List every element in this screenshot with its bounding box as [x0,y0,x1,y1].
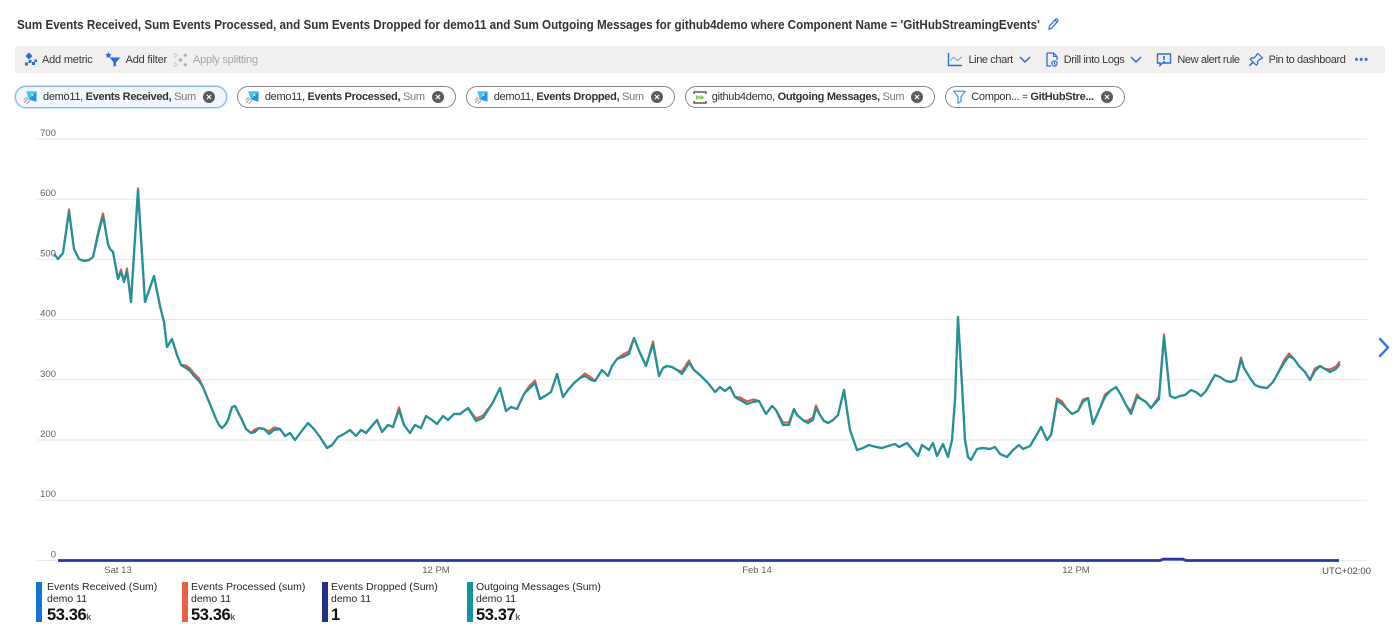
svg-text:400: 400 [40,309,56,320]
svg-text:Sat 13: Sat 13 [104,565,131,576]
svg-text:12 PM: 12 PM [1062,565,1090,576]
svg-text:Feb 14: Feb 14 [742,565,772,576]
svg-text:100: 100 [40,489,56,500]
svg-text:300: 300 [40,369,56,380]
svg-text:500: 500 [40,248,56,259]
svg-text:UTC+02:00: UTC+02:00 [1322,566,1371,577]
svg-text:12 PM: 12 PM [422,565,450,576]
svg-text:700: 700 [40,128,56,139]
svg-text:0: 0 [51,549,56,560]
svg-text:600: 600 [40,188,56,199]
svg-text:200: 200 [40,429,56,440]
